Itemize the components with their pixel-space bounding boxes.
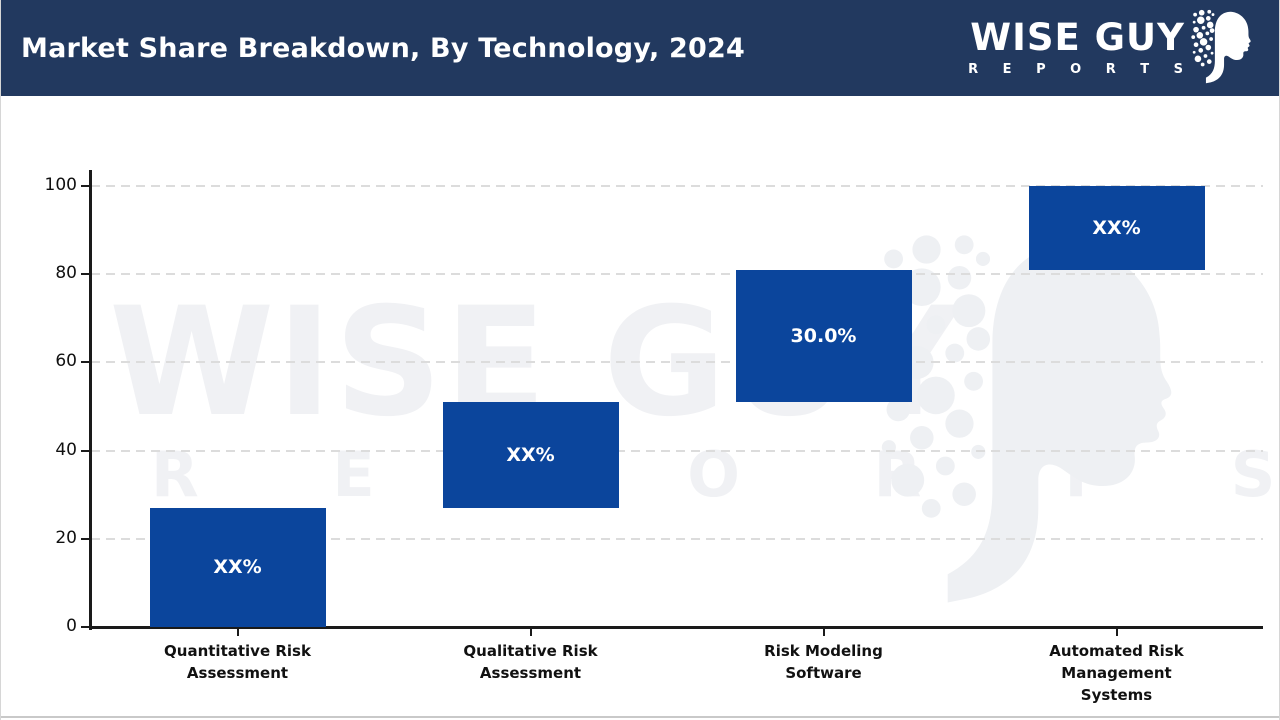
x-axis-line	[89, 626, 1263, 629]
x-category-label: Qualitative Risk Assessment	[463, 642, 598, 682]
x-tick	[236, 629, 239, 636]
waterfall-chart: 0 20 40 60 80 100 XX% Quantitative Risk Assessm…	[1, 96, 1279, 716]
bar-value-label: XX%	[1092, 216, 1141, 239]
x-category-label: Risk Modeling Software	[764, 642, 883, 682]
y-tick-label-100: 100	[44, 175, 77, 195]
gridline-40	[91, 449, 1263, 452]
y-tick-label-80: 80	[55, 263, 77, 284]
chart-area: WISE GUY R E P O R T S 0 20 40 60 80 100 XX% Qu…	[1, 96, 1279, 716]
y-tick-0	[81, 626, 89, 628]
chart-bar: 30.0%	[735, 269, 912, 403]
logo-wordmark: WISE GUY	[970, 16, 1185, 59]
x-category-label: Quantitative Risk Assessment	[164, 642, 311, 682]
y-tick-label-0: 0	[66, 616, 77, 636]
chart-bar: XX%	[442, 402, 619, 508]
y-tick-60	[81, 361, 89, 364]
y-tick-100	[81, 185, 89, 187]
bar-value-label: 30.0%	[790, 324, 857, 347]
y-tick-label-40: 40	[55, 439, 77, 460]
gridline-100	[91, 185, 1263, 187]
gridline-20	[91, 537, 1263, 540]
wiseguy-head-icon	[1191, 9, 1251, 84]
x-tick	[529, 629, 532, 636]
y-tick-label-60: 60	[55, 351, 77, 372]
gridline-60	[91, 361, 1263, 364]
x-tick	[822, 629, 825, 636]
bar-value-label: XX%	[213, 556, 262, 579]
x-category-label: Automated Risk Management Systems	[1049, 642, 1184, 704]
chart-bar: XX%	[1028, 186, 1205, 270]
bar-value-label: XX%	[506, 443, 555, 466]
logo-subtext: R E P O R T S	[968, 62, 1193, 77]
wiseguy-logo: WISE GUY R E P O R T S	[962, 8, 1253, 88]
y-tick-40	[81, 449, 89, 452]
y-tick-80	[81, 273, 89, 276]
bottom-divider	[1, 716, 1279, 720]
y-tick-label-20: 20	[55, 527, 77, 548]
header: Market Share Breakdown, By Technology, 2…	[1, 0, 1279, 96]
chart-bar: XX%	[149, 507, 326, 627]
y-axis-line	[89, 170, 92, 630]
logo-text: WISE GUY R E P O R T S	[962, 19, 1193, 77]
y-tick-20	[81, 537, 89, 540]
page-title: Market Share Breakdown, By Technology, 2…	[21, 32, 746, 64]
gridline-80	[91, 273, 1263, 276]
x-tick	[1115, 629, 1118, 636]
